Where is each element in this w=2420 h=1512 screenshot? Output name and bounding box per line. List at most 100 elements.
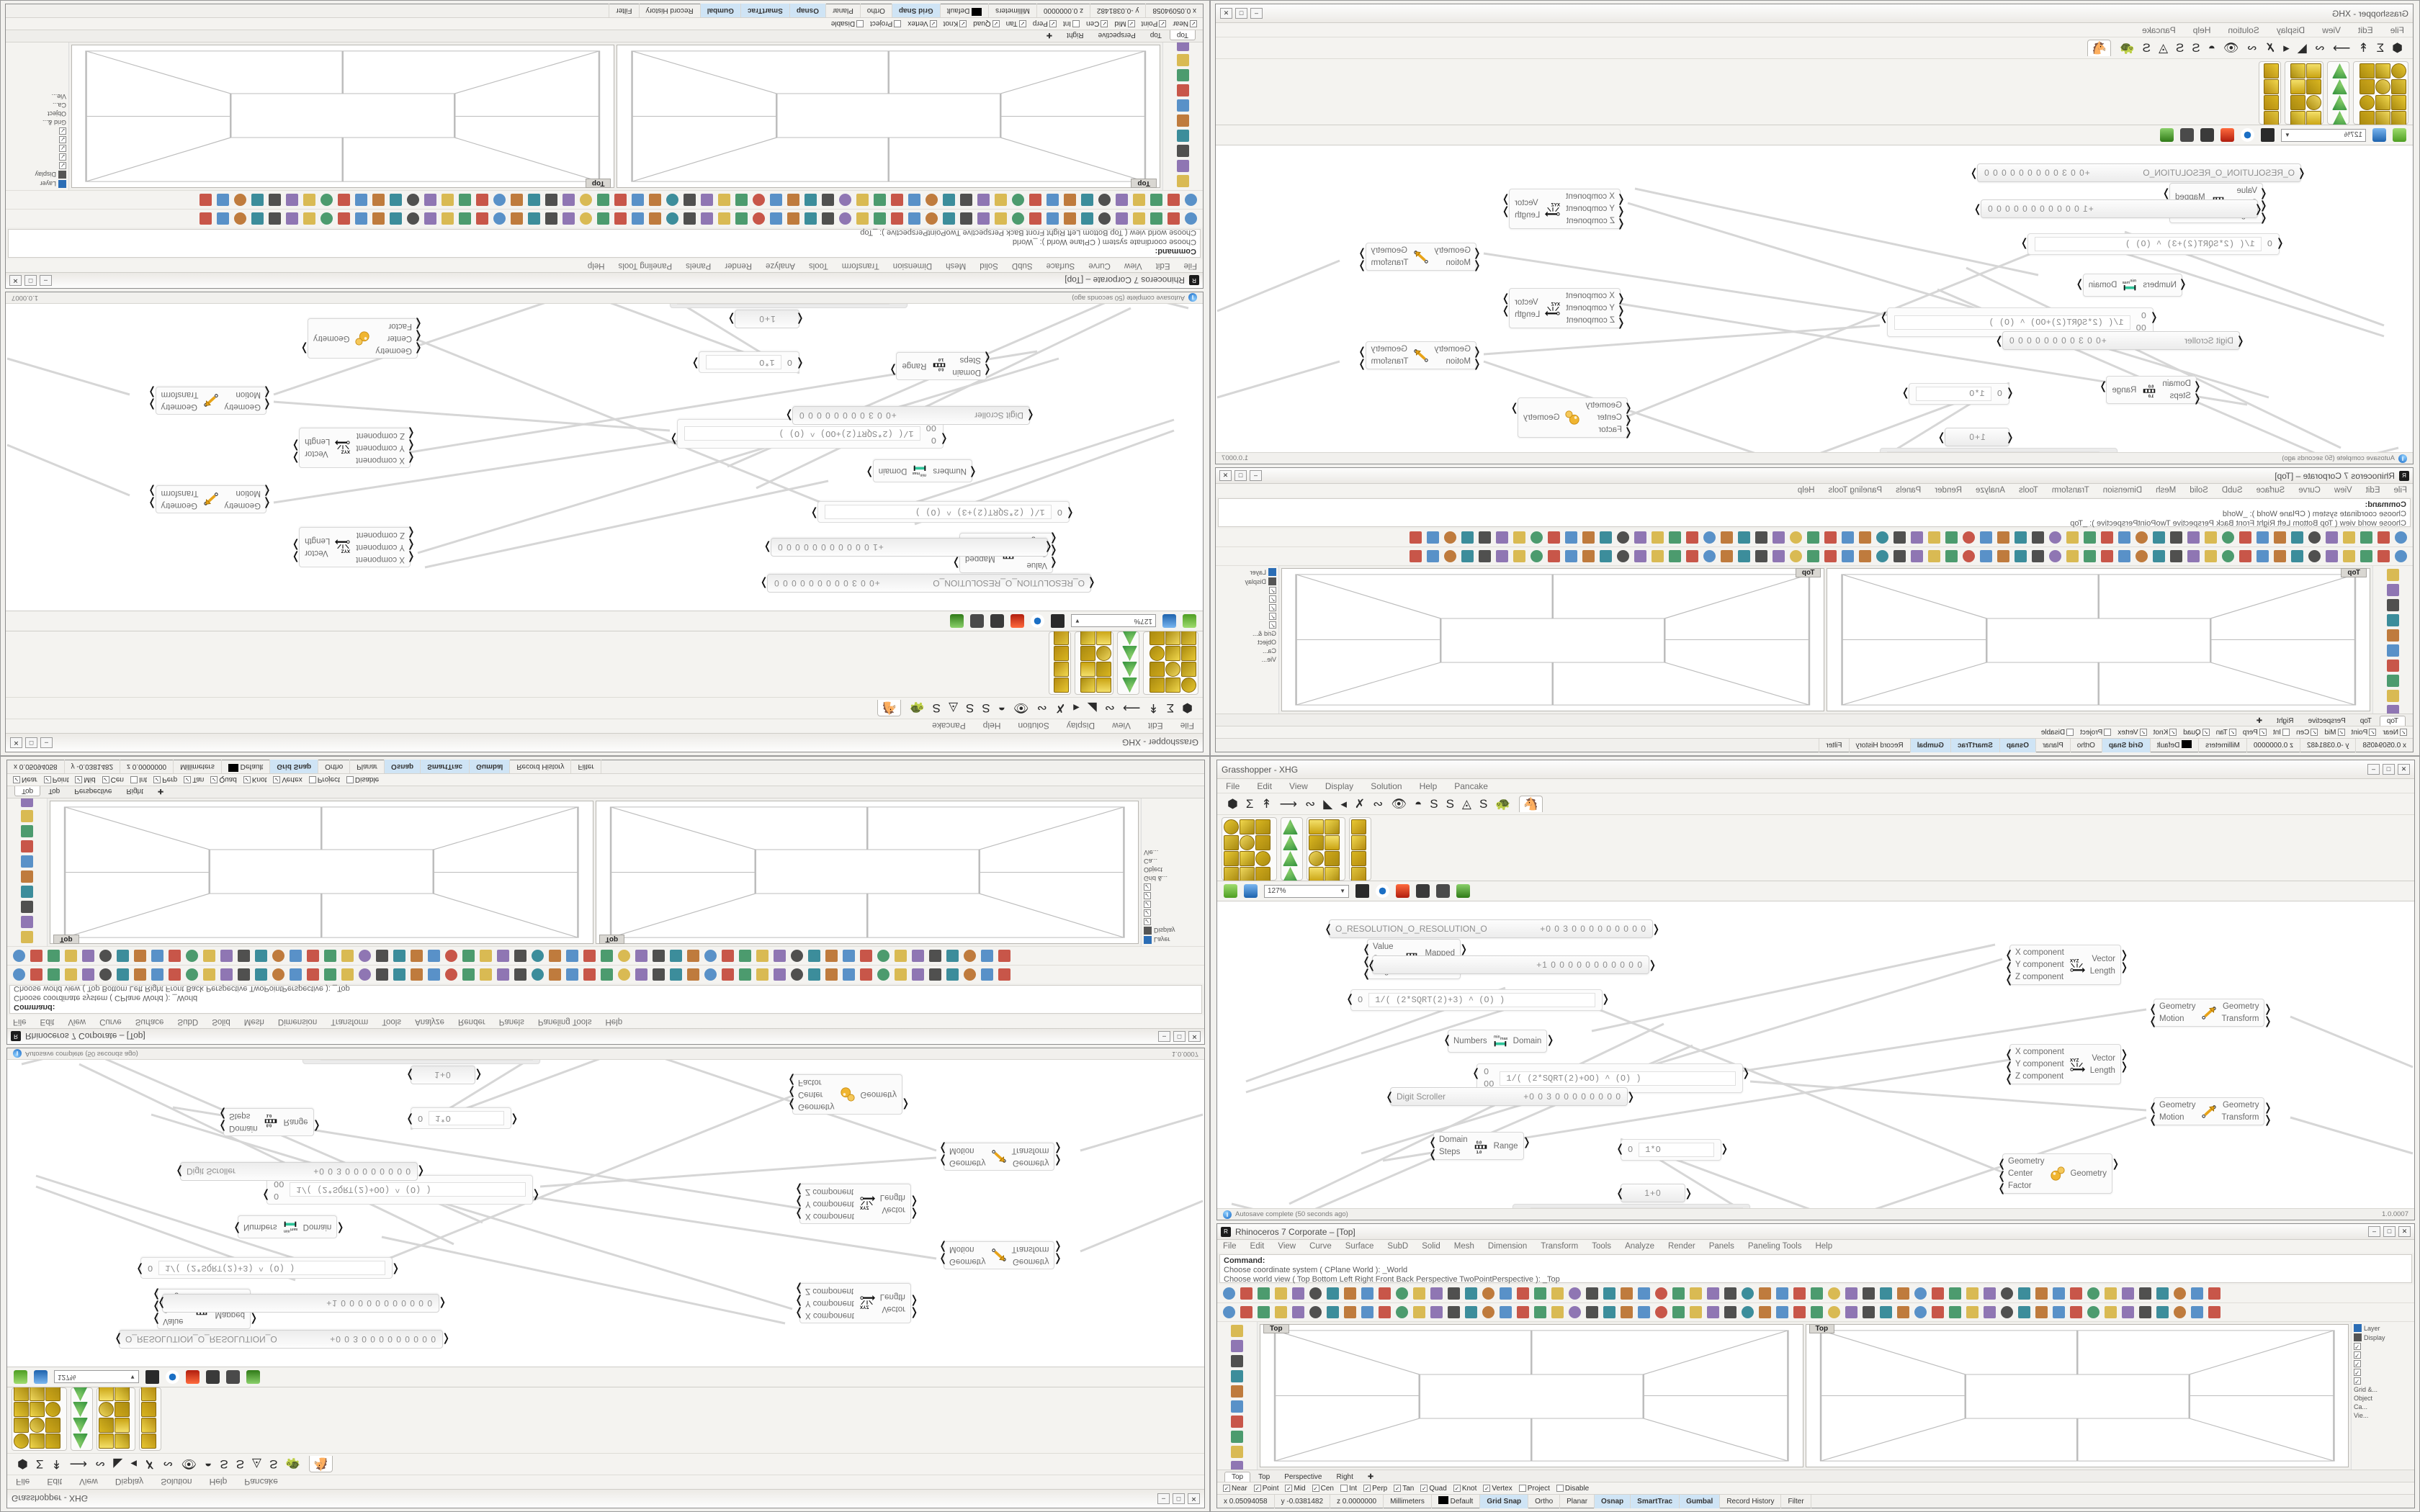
node-vector-xyz-1[interactable]: X component Y component Z component XYZ … bbox=[1501, 189, 1626, 230]
port-y-component[interactable]: Y component bbox=[356, 543, 405, 552]
rhino-tool-icon[interactable] bbox=[151, 950, 163, 962]
rhino-tool-icon[interactable] bbox=[2122, 1306, 2134, 1318]
output-port-cap[interactable]: ❭ bbox=[762, 541, 772, 554]
ribbon-group-voxel[interactable]: Voxel bbox=[1349, 817, 1371, 881]
rhino-tool-icon[interactable] bbox=[1842, 550, 1854, 562]
deform-component-icon[interactable] bbox=[2375, 63, 2390, 78]
port-x-component[interactable]: X component bbox=[805, 1311, 854, 1320]
osnap-disable[interactable]: Disable bbox=[1556, 1485, 1589, 1493]
curve-icon[interactable]: ∾ bbox=[1304, 796, 1316, 811]
rhino-tool-icon[interactable] bbox=[424, 194, 436, 206]
profiler-icon[interactable] bbox=[1416, 884, 1430, 898]
number-one[interactable]: 1+0 ❬ ❭ bbox=[726, 310, 805, 328]
output-port-cap[interactable]: ❭ bbox=[438, 1297, 448, 1310]
port-geometry[interactable]: Geometry bbox=[1434, 345, 1471, 354]
display-icon[interactable]: 👁 bbox=[2223, 40, 2239, 55]
number-one[interactable]: 1+0 ❬ ❭ bbox=[1936, 428, 2015, 446]
port-vector[interactable]: Vector bbox=[2092, 1053, 2115, 1063]
voxel-component-icon[interactable] bbox=[141, 1418, 156, 1433]
rhino-tool-icon[interactable] bbox=[1652, 531, 1664, 544]
expr-b-input1[interactable]: O bbox=[274, 1191, 279, 1201]
port-domain[interactable]: Domain bbox=[1512, 1037, 1542, 1045]
node-move-1[interactable]: Geometry Motion Geometry Transform ❬ ❬ ❭ ❭ bbox=[2148, 999, 2272, 1027]
expression-a[interactable]: O 1/( (2*SQRT(2)+3) ^ (O) ) ❬ ❭ bbox=[2020, 233, 2285, 255]
rhino-tool-icon[interactable] bbox=[2015, 531, 2027, 544]
rhino-tool-icon[interactable] bbox=[1327, 1306, 1339, 1318]
output-port-cap[interactable]: ❭ bbox=[1901, 386, 1910, 399]
port-motion[interactable]: Motion bbox=[2159, 1113, 2184, 1122]
rhino-toolbar-row-2[interactable] bbox=[7, 946, 1204, 965]
rhino-window-buttons[interactable]: – □ ✕ bbox=[2368, 1226, 2411, 1237]
rhino-tool-icon[interactable] bbox=[2360, 550, 2372, 562]
ribbon-group-deform[interactable]: Deform bbox=[2353, 61, 2408, 125]
digit-scroller-main-value[interactable]: +0 0 3 0 0 0 0 0 0 0 0 0 bbox=[330, 1334, 436, 1344]
port-geometry[interactable]: Geometry bbox=[2159, 1101, 2196, 1110]
rhino-tool-icon[interactable] bbox=[307, 968, 319, 981]
rhino-side-tool-icon[interactable] bbox=[1231, 1446, 1243, 1458]
rh-menu-transform[interactable]: Transform bbox=[1541, 1242, 1579, 1251]
output-port-cap[interactable]: ❭ bbox=[1501, 292, 1511, 305]
input-port-cap[interactable]: ❬ bbox=[2192, 392, 2202, 405]
expression-c[interactable]: O 1/( (SQRT(3)+2) ^ (O) ) ❬❭ bbox=[1507, 1204, 1758, 1208]
grasshopper-window[interactable]: Grasshopper - XHG – □ ✕ File Edit View D… bbox=[1216, 760, 2415, 1220]
rhino-tool-icon[interactable] bbox=[1410, 550, 1422, 562]
toggle-planar[interactable]: Planar bbox=[350, 760, 385, 774]
osnap-cen[interactable]: ✓ Cen bbox=[2296, 729, 2318, 737]
toggle-filter[interactable]: Filter bbox=[1819, 738, 1849, 752]
port-geometry-out[interactable]: Geometry bbox=[1371, 345, 1408, 354]
display-icon[interactable]: 👁 bbox=[1013, 701, 1029, 716]
port-vector[interactable]: Vector bbox=[305, 449, 328, 459]
rhino-right-panel[interactable]: Layer Display ✓ ✓ ✓ ✓ ✓ Grid &... Object bbox=[6, 42, 69, 190]
toggle-grid-snap[interactable]: Grid Snap bbox=[1480, 1494, 1529, 1508]
port-domain[interactable]: Domain bbox=[2088, 281, 2118, 289]
rhino-side-tool-icon[interactable] bbox=[1231, 1461, 1243, 1470]
expr-a-text[interactable]: 1/( (2*SQRT(2)+3) ^ (O) ) bbox=[1368, 993, 1595, 1007]
toggle-ortho[interactable]: Ortho bbox=[2069, 738, 2102, 752]
osnap-mid[interactable]: ✓ Mid bbox=[2324, 729, 2345, 737]
input-port-cap[interactable]: ❬ bbox=[413, 342, 423, 355]
rhino-tool-icon[interactable] bbox=[960, 194, 972, 206]
checkbox-icon[interactable]: ✓ bbox=[1144, 917, 1151, 925]
rhino-tool-icon[interactable] bbox=[1707, 1306, 1719, 1318]
panel-row-1[interactable]: ✓ bbox=[8, 161, 66, 169]
refine-component-icon[interactable] bbox=[73, 1387, 88, 1401]
utilities-component-icon[interactable] bbox=[1325, 851, 1340, 866]
quadrant-top-right[interactable]: Grasshopper - XHG – □ ✕ File Edit View D… bbox=[1210, 0, 2420, 756]
input-port-cap[interactable]: ❬ bbox=[794, 312, 805, 325]
rhino-tool-icon[interactable] bbox=[2053, 1287, 2065, 1300]
checkbox-icon[interactable]: ✓ bbox=[1394, 1485, 1402, 1492]
rhino-tool-icon[interactable] bbox=[1672, 1306, 1685, 1318]
panel-row-4[interactable]: ✓ bbox=[1144, 891, 1202, 899]
port-x-component[interactable]: X component bbox=[2015, 1048, 2064, 1056]
rhino-tool-icon[interactable] bbox=[65, 950, 77, 962]
panel-row-5[interactable]: ✓ bbox=[8, 127, 66, 135]
rhino-tool-icon[interactable] bbox=[528, 194, 540, 206]
voxel-component-icon[interactable] bbox=[1351, 819, 1366, 834]
rhino-tool-icon[interactable] bbox=[338, 194, 350, 206]
rhino-side-tool-icon[interactable] bbox=[1177, 145, 1189, 157]
rhino-tool-icon[interactable] bbox=[2291, 550, 2303, 562]
rhino-tool-icon[interactable] bbox=[908, 212, 920, 225]
gh-menu-display[interactable]: Display bbox=[2276, 24, 2305, 35]
panel-row-3[interactable]: ✓ bbox=[1218, 604, 1276, 612]
rhino-side-tool-icon[interactable] bbox=[1177, 99, 1189, 112]
turtle-icon[interactable]: 🐢 bbox=[285, 1457, 301, 1472]
rhino-tool-icon[interactable] bbox=[1448, 1287, 1460, 1300]
expr-a-text[interactable]: 1/( (2*SQRT(2)+3) ^ (O) ) bbox=[158, 1261, 385, 1275]
rhino-tool-icon[interactable] bbox=[929, 968, 941, 981]
expr-b-text[interactable]: 1/( (2*SQRT(2)+OO) ^ (O) ) bbox=[684, 426, 920, 441]
panel-label-view[interactable]: Vie... bbox=[8, 93, 66, 100]
rh-menu-analyze[interactable]: Analyze bbox=[766, 261, 795, 270]
rhino-tool-icon[interactable] bbox=[1738, 550, 1750, 562]
panel-label-grid[interactable]: Grid &... bbox=[1144, 875, 1202, 882]
checkbox-icon[interactable]: ✓ bbox=[1127, 20, 1135, 27]
panel-label-layer[interactable]: Layer bbox=[1144, 936, 1202, 944]
rhino-tool-icon[interactable] bbox=[203, 968, 215, 981]
input-port-cap[interactable]: ❬ bbox=[1471, 1066, 1481, 1079]
publish-icon[interactable] bbox=[246, 1370, 260, 1384]
refine-component-icon[interactable] bbox=[1122, 662, 1137, 677]
rhino-side-tool-icon[interactable] bbox=[21, 840, 33, 852]
preview-eye-icon[interactable] bbox=[1031, 614, 1044, 628]
rh-menu-curve[interactable]: Curve bbox=[2298, 486, 2321, 495]
preview-eye-icon[interactable] bbox=[1376, 884, 1389, 898]
